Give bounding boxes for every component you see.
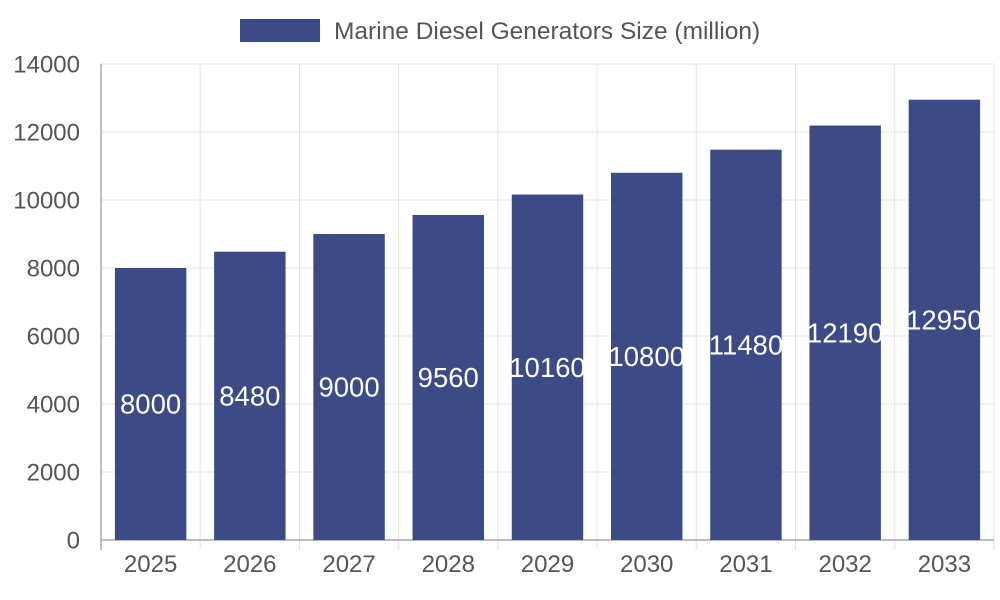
svg-text:12190: 12190: [807, 317, 883, 348]
svg-text:0: 0: [67, 527, 80, 554]
svg-text:10160: 10160: [509, 352, 585, 383]
svg-text:8000: 8000: [120, 389, 181, 420]
svg-text:8000: 8000: [27, 255, 80, 282]
svg-text:2025: 2025: [124, 551, 177, 578]
svg-text:9560: 9560: [418, 362, 479, 393]
svg-text:10000: 10000: [13, 187, 80, 214]
svg-text:2032: 2032: [818, 551, 871, 578]
svg-text:2000: 2000: [27, 459, 80, 486]
svg-text:2029: 2029: [521, 551, 574, 578]
svg-text:12950: 12950: [906, 304, 982, 335]
svg-text:11480: 11480: [709, 329, 783, 360]
svg-text:2033: 2033: [918, 551, 971, 578]
svg-text:4000: 4000: [27, 391, 80, 418]
svg-text:2030: 2030: [620, 551, 673, 578]
svg-text:8480: 8480: [219, 380, 280, 411]
svg-text:Marine Diesel Generators Size: Marine Diesel Generators Size (million): [334, 18, 760, 45]
svg-text:2027: 2027: [322, 551, 375, 578]
svg-text:10800: 10800: [608, 341, 684, 372]
svg-text:14000: 14000: [13, 51, 80, 78]
svg-text:2028: 2028: [422, 551, 475, 578]
svg-text:9000: 9000: [318, 372, 379, 403]
svg-text:12000: 12000: [13, 119, 80, 146]
svg-text:6000: 6000: [27, 323, 80, 350]
svg-text:2031: 2031: [719, 551, 772, 578]
svg-text:2026: 2026: [223, 551, 276, 578]
